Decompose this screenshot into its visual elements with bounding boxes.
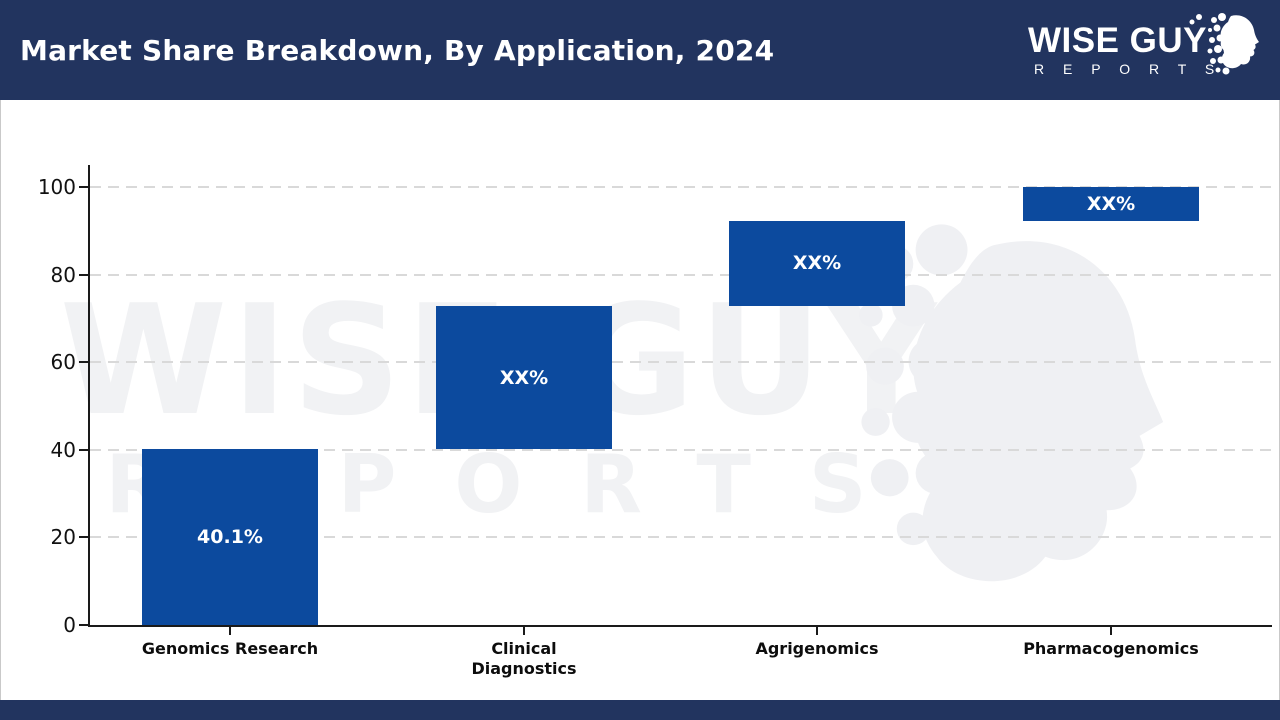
watermark-head-graphic <box>859 224 1164 582</box>
y-tick-mark-0 <box>79 624 88 626</box>
y-tick-mark-20 <box>79 536 88 539</box>
y-tick-mark-40 <box>79 448 88 451</box>
logo-text-line1: WISE GUY <box>1028 21 1207 60</box>
x-tick-mark-genomics-research <box>229 627 231 635</box>
bar-value-label-agrigenomics: XX% <box>792 252 842 275</box>
x-category-label-genomics-research: Genomics Research <box>141 639 319 658</box>
header-bar: Market Share Breakdown, By Application, … <box>0 0 1280 100</box>
gridline-80 <box>90 273 1272 276</box>
bar-agrigenomics: XX% <box>729 220 905 306</box>
y-tick-mark-80 <box>79 273 88 276</box>
bar-value-label-genomics-research: 40.1% <box>197 526 263 549</box>
logo-head-icon <box>1189 13 1259 75</box>
y-tick-label-80: 80 <box>50 262 76 287</box>
x-tick-mark-agrigenomics <box>816 627 818 635</box>
gridline-60 <box>90 361 1272 364</box>
x-category-label-agrigenomics: Agrigenomics <box>755 639 879 658</box>
x-category-label-pharmacogenomics: Pharmacogenomics <box>1023 639 1199 658</box>
gridline-40 <box>90 448 1272 451</box>
chart-title: Market Share Breakdown, By Application, … <box>20 33 775 67</box>
y-tick-label-100: 100 <box>37 175 76 199</box>
y-tick-mark-60 <box>79 361 88 364</box>
bar-clinical-diagnostics: XX% <box>436 305 612 450</box>
footer-bar <box>0 700 1280 720</box>
x-tick-mark-clinical-diagnostics <box>523 627 525 635</box>
x-axis-line <box>88 625 1272 627</box>
bar-pharmacogenomics: XX% <box>1023 187 1199 221</box>
y-tick-label-40: 40 <box>50 437 76 462</box>
x-category-label-clinical-diagnostics: Clinical Diagnostics <box>471 639 577 678</box>
bar-value-label-pharmacogenomics: XX% <box>1086 192 1136 215</box>
y-tick-label-0: 0 <box>63 613 76 637</box>
y-tick-label-60: 60 <box>50 350 76 375</box>
y-tick-mark-100 <box>79 186 88 188</box>
logo-text-line2: R E P O R T S <box>1034 61 1222 77</box>
y-tick-label-20: 20 <box>50 525 76 550</box>
gridline-100 <box>90 186 1272 188</box>
wise-guy-reports-logo: WISE GUY R E P O R T S <box>1028 13 1259 77</box>
bar-genomics-research: 40.1% <box>142 449 318 625</box>
x-tick-mark-pharmacogenomics <box>1110 627 1112 635</box>
gridline-20 <box>90 536 1272 539</box>
y-axis-line <box>88 165 90 626</box>
bar-value-label-clinical-diagnostics: XX% <box>499 366 549 389</box>
